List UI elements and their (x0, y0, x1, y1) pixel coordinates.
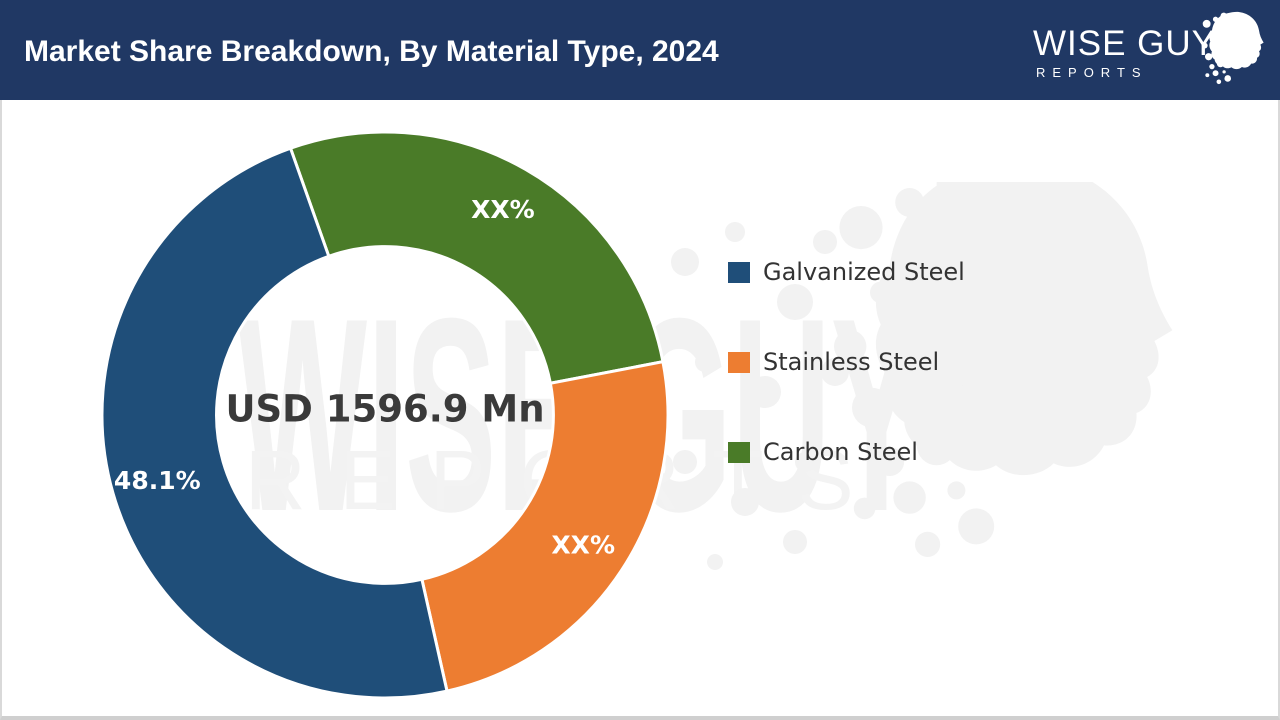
brand-face-icon (1200, 10, 1266, 89)
brand-logo: WISE GUY REPORTS (1033, 8, 1266, 89)
legend-swatch (728, 261, 750, 283)
segment-value-label: XX% (551, 530, 615, 559)
chart-legend: Galvanized Steel Stainless Steel Carbon … (728, 258, 965, 466)
legend-swatch (728, 351, 750, 373)
donut-segment-stainless-steel (420, 359, 670, 693)
page-title: Market Share Breakdown, By Material Type… (24, 35, 719, 68)
legend-label: Carbon Steel (763, 438, 918, 466)
legend-item-galvanized-steel: Galvanized Steel (728, 258, 965, 286)
legend-item-stainless-steel: Stainless Steel (728, 348, 965, 376)
segment-value-label: XX% (471, 195, 535, 224)
watermark-face-icon (671, 182, 1173, 570)
brand-subtitle: REPORTS (1035, 65, 1148, 80)
segment-value-label: 48.1% (114, 466, 201, 495)
header-bar: Market Share Breakdown, By Material Type… (0, 0, 1280, 100)
chart-center-value: USD 1596.9 Mn (225, 387, 545, 431)
legend-label: Stainless Steel (763, 348, 940, 376)
brand-name: WISE GUY (1032, 24, 1216, 63)
donut-chart: XX% XX% 48.1% (100, 130, 670, 700)
legend-item-carbon-steel: Carbon Steel (728, 438, 965, 466)
legend-swatch (728, 441, 750, 463)
legend-label: Galvanized Steel (763, 258, 965, 286)
brand-logo-text: WISE GUY REPORTS (1032, 24, 1216, 81)
donut-segment-galvanized-steel (100, 146, 449, 700)
donut-segment-carbon-steel (288, 130, 665, 386)
